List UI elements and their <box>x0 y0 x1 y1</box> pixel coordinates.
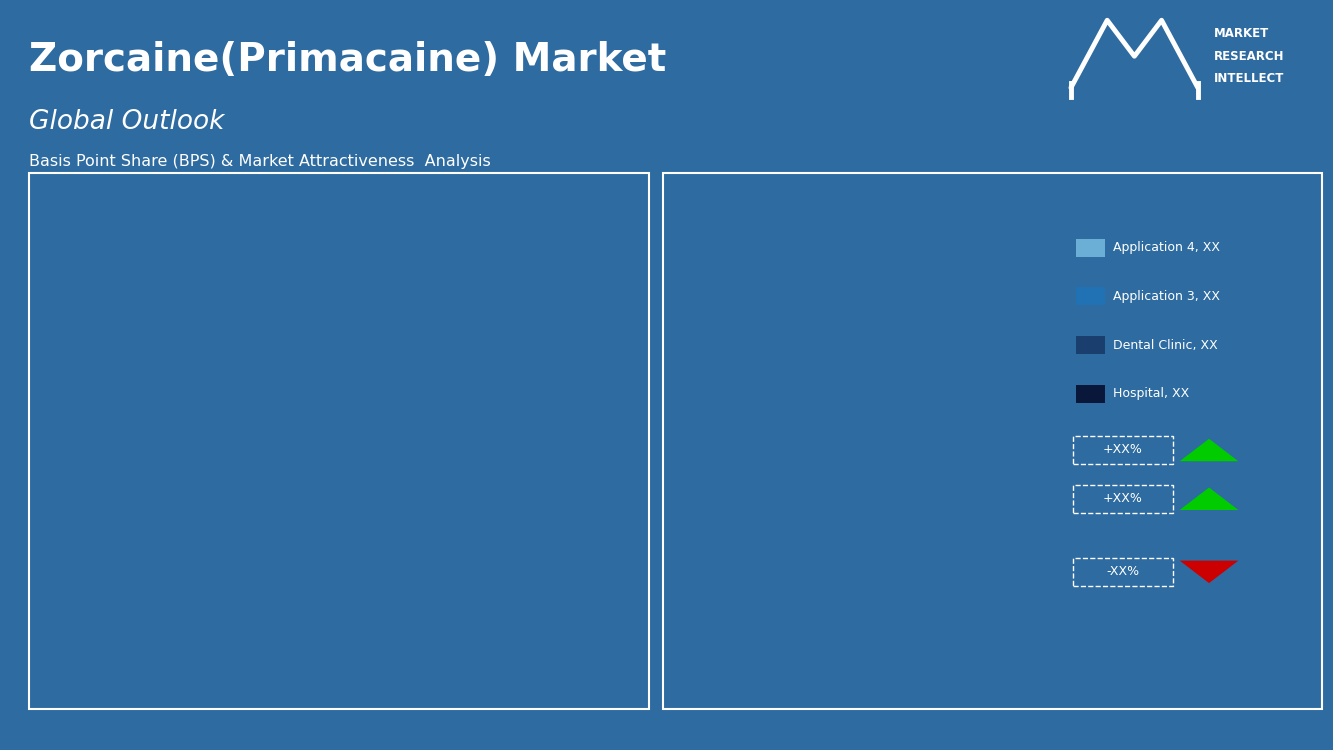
Polygon shape <box>813 232 825 334</box>
Ellipse shape <box>400 458 540 597</box>
Text: Hospital, XX: Hospital, XX <box>1113 387 1189 400</box>
Text: XX%: XX% <box>805 615 833 625</box>
Text: XX%: XX% <box>805 278 833 287</box>
Text: Dental Clinic, XX: Dental Clinic, XX <box>1113 338 1218 352</box>
Polygon shape <box>933 232 945 334</box>
Ellipse shape <box>191 456 305 571</box>
Text: Type 3: Type 3 <box>229 218 267 232</box>
Text: Global Outlook: Global Outlook <box>29 109 225 135</box>
Text: Zorcaine(Primacaine) Market: Zorcaine(Primacaine) Market <box>29 41 666 80</box>
Text: Application 3, XX: Application 3, XX <box>1113 290 1220 303</box>
Ellipse shape <box>196 292 300 395</box>
Polygon shape <box>796 436 841 600</box>
Ellipse shape <box>411 365 477 432</box>
Text: Articaine And Epinephrine 1:100,000: Articaine And Epinephrine 1:100,000 <box>109 376 327 389</box>
Text: CAGR 2022-2029: CAGR 2022-2029 <box>53 381 67 500</box>
Polygon shape <box>806 334 832 436</box>
Text: XX%: XX% <box>925 380 953 390</box>
Text: XX%: XX% <box>805 513 833 523</box>
Text: MARKET: MARKET <box>1214 28 1269 40</box>
Text: RESEARCH: RESEARCH <box>1214 50 1284 63</box>
Text: Basis Point Share (BPS) & Market Attractiveness  Analysis: Basis Point Share (BPS) & Market Attract… <box>29 154 491 169</box>
Polygon shape <box>793 600 844 640</box>
Text: XX%: XX% <box>805 380 833 390</box>
Text: Growth Potential: Growth Potential <box>300 681 427 696</box>
Text: Type 4: Type 4 <box>425 310 463 323</box>
Polygon shape <box>816 207 821 232</box>
Polygon shape <box>917 436 962 600</box>
Text: XX%: XX% <box>925 513 953 523</box>
Polygon shape <box>937 207 942 232</box>
Text: Fig. 04: Market Attractiveness Analysis by Types, 2022-2029: Fig. 04: Market Attractiveness Analysis … <box>48 188 404 201</box>
Text: Application 4, XX: Application 4, XX <box>1113 241 1220 254</box>
Text: -XX%: -XX% <box>1106 565 1140 578</box>
Text: Fig. 05: Basis Point Share (BPS) Analysis, by Types, 2022 vs 2029: Fig. 05: Basis Point Share (BPS) Analysi… <box>680 188 1062 201</box>
Text: +XX%: +XX% <box>1104 491 1142 505</box>
Text: INTELLECT: INTELLECT <box>1214 73 1284 86</box>
Text: Articaine And Epinephrine 1:200,000: Articaine And Epinephrine 1:200,000 <box>391 365 609 379</box>
Text: XX%: XX% <box>925 615 953 625</box>
Polygon shape <box>926 334 952 436</box>
Text: +XX%: +XX% <box>1104 442 1142 456</box>
Text: XX%: XX% <box>925 278 953 287</box>
Polygon shape <box>914 600 965 640</box>
